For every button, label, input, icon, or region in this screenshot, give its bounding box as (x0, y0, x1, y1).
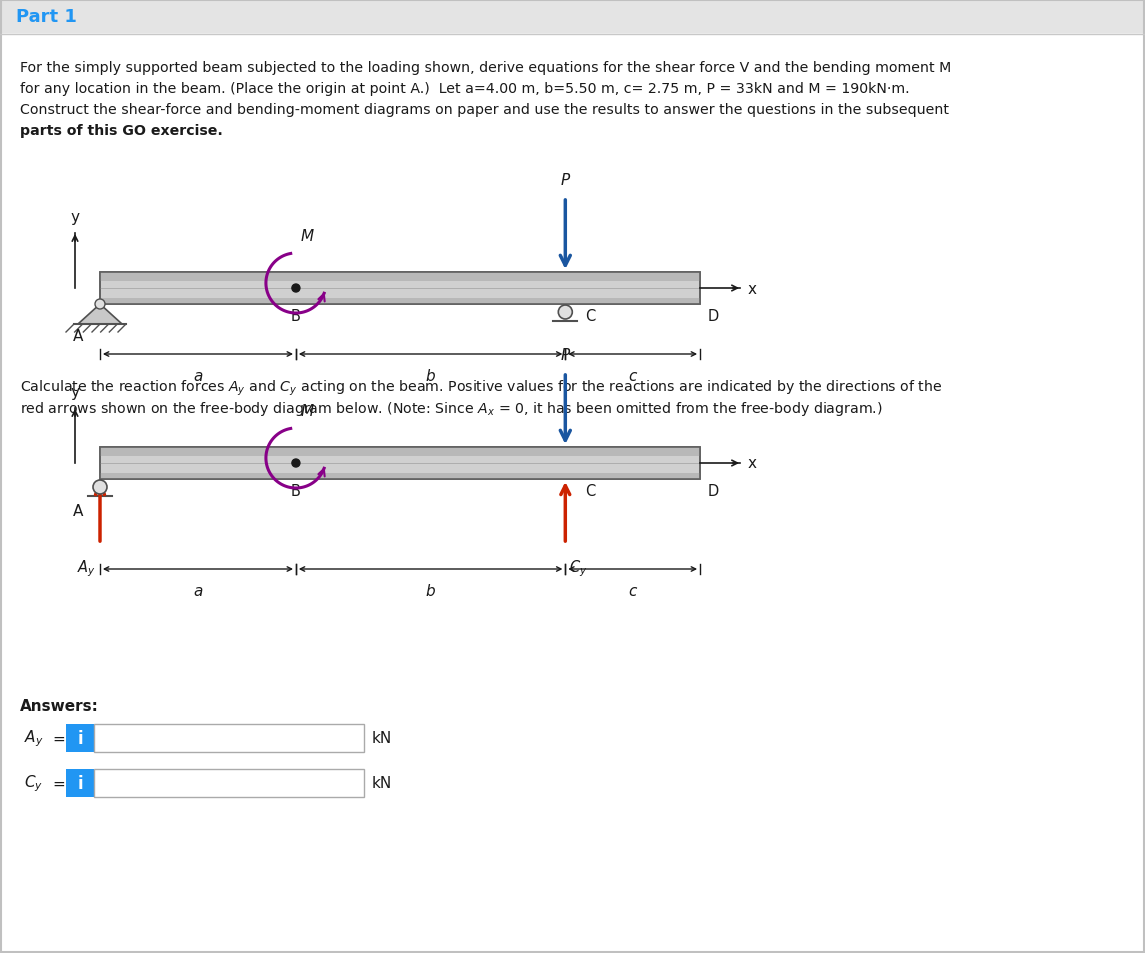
Text: M: M (301, 403, 314, 418)
Text: =: = (52, 731, 65, 745)
Text: Part 1: Part 1 (16, 8, 77, 26)
Circle shape (292, 459, 300, 468)
Text: Answers:: Answers: (19, 699, 98, 713)
Text: a: a (194, 369, 203, 384)
Text: A: A (73, 329, 84, 344)
Text: b: b (426, 369, 435, 384)
Text: i: i (77, 729, 82, 747)
FancyBboxPatch shape (94, 724, 364, 752)
FancyBboxPatch shape (100, 273, 700, 305)
Text: D: D (708, 483, 719, 498)
FancyBboxPatch shape (100, 273, 700, 281)
Text: c: c (629, 583, 637, 598)
Text: D: D (708, 309, 719, 324)
Polygon shape (78, 305, 123, 325)
Circle shape (559, 306, 572, 319)
Text: kN: kN (372, 731, 393, 745)
Text: red arrows shown on the free-body diagram below. (Note: Since $A_x$ = 0, it has : red arrows shown on the free-body diagra… (19, 399, 883, 417)
Text: for any location in the beam. (Place the origin at point A.)  Let a=4.00 m, b=5.: for any location in the beam. (Place the… (19, 82, 909, 96)
Text: a: a (194, 583, 203, 598)
Text: $C_y$: $C_y$ (569, 558, 587, 578)
FancyBboxPatch shape (100, 448, 700, 456)
Text: Calculate the reaction forces $A_y$ and $C_y$ acting on the beam. Positive value: Calculate the reaction forces $A_y$ and … (19, 378, 942, 398)
Text: i: i (77, 774, 82, 792)
FancyBboxPatch shape (94, 769, 364, 797)
Text: y: y (71, 385, 79, 399)
Text: P: P (561, 348, 570, 363)
Text: $A_y$: $A_y$ (24, 728, 44, 748)
FancyBboxPatch shape (66, 769, 94, 797)
Text: Construct the shear-force and bending-moment diagrams on paper and use the resul: Construct the shear-force and bending-mo… (19, 103, 949, 117)
Text: b: b (426, 583, 435, 598)
Circle shape (93, 480, 106, 495)
Text: B: B (291, 309, 301, 324)
Text: B: B (291, 483, 301, 498)
FancyBboxPatch shape (0, 0, 1145, 34)
Text: =: = (52, 776, 65, 791)
Text: c: c (629, 369, 637, 384)
Text: M: M (301, 229, 314, 244)
FancyBboxPatch shape (66, 724, 94, 752)
Text: kN: kN (372, 776, 393, 791)
FancyBboxPatch shape (100, 474, 700, 479)
FancyBboxPatch shape (100, 299, 700, 305)
Text: $C_y$: $C_y$ (24, 773, 44, 794)
Text: A: A (73, 503, 84, 518)
Circle shape (95, 299, 105, 310)
Text: C: C (585, 483, 595, 498)
Circle shape (292, 285, 300, 293)
Text: y: y (71, 210, 79, 225)
Text: P: P (561, 172, 570, 188)
Text: parts of this GO exercise.: parts of this GO exercise. (19, 124, 223, 138)
FancyBboxPatch shape (100, 448, 700, 479)
Text: x: x (748, 456, 757, 471)
Text: C: C (585, 309, 595, 324)
FancyBboxPatch shape (0, 36, 1145, 953)
Text: $A_y$: $A_y$ (77, 558, 96, 578)
Text: x: x (748, 281, 757, 296)
Text: For the simply supported beam subjected to the loading shown, derive equations f: For the simply supported beam subjected … (19, 61, 951, 75)
